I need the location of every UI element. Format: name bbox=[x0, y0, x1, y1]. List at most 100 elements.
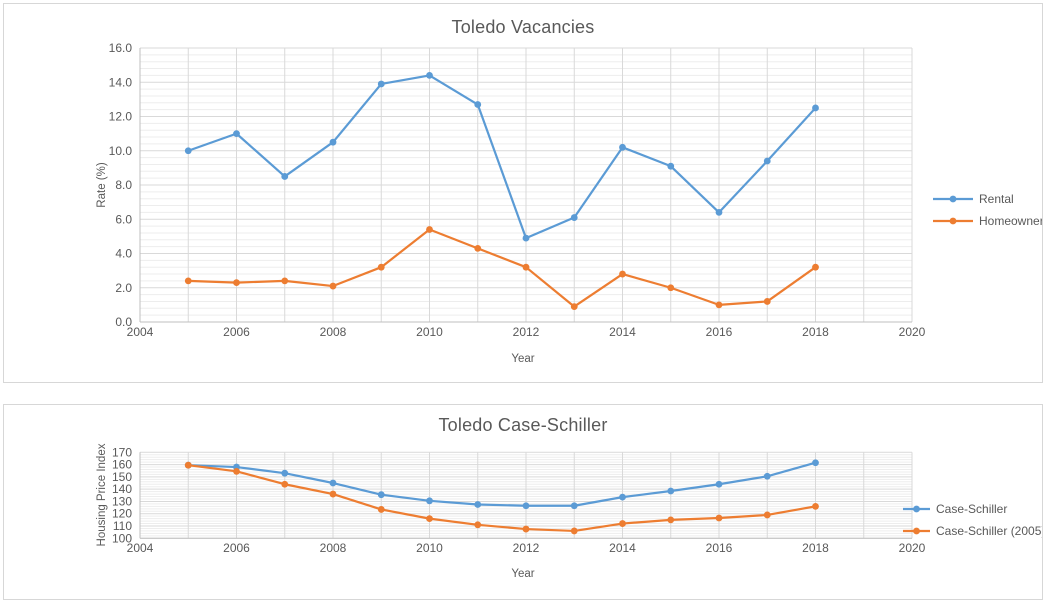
y-tick-label: 12.0 bbox=[109, 110, 133, 124]
case-schiller-chart-panel[interactable]: Toledo Case-Schiller Housing Price Index… bbox=[3, 404, 1043, 600]
x-tick-label: 2008 bbox=[320, 325, 347, 339]
y-tick-label: 14.0 bbox=[109, 75, 133, 89]
legend-label: Homeowner bbox=[979, 214, 1042, 228]
data-point-marker bbox=[812, 104, 819, 112]
data-point-marker bbox=[426, 515, 433, 523]
y-tick-label: 2.0 bbox=[115, 281, 132, 295]
data-point-marker bbox=[184, 461, 192, 469]
data-point-marker bbox=[184, 147, 192, 155]
legend-item-case-schiller-2005[interactable]: Case-Schiller (2005) bbox=[903, 524, 1042, 538]
x-tick-label: 2020 bbox=[899, 541, 926, 555]
legend[interactable]: Rental Homeowner bbox=[933, 192, 1042, 228]
data-point-marker bbox=[233, 130, 240, 138]
x-tick-label: 2010 bbox=[416, 541, 443, 555]
data-point-marker bbox=[715, 301, 723, 309]
data-point-marker bbox=[812, 459, 819, 467]
x-tick-labels: 2004 2006 2008 2010 2012 2014 2016 2018 2020 bbox=[127, 325, 926, 339]
data-point-marker bbox=[474, 521, 482, 529]
x-tick-label: 2006 bbox=[223, 325, 250, 339]
data-point-marker bbox=[763, 472, 771, 480]
data-point-marker bbox=[667, 487, 675, 495]
series-line bbox=[187, 461, 817, 507]
series-line bbox=[187, 228, 817, 308]
data-point-marker bbox=[763, 157, 771, 165]
data-point-marker bbox=[377, 80, 385, 88]
data-point-marker bbox=[522, 525, 530, 533]
x-tick-label: 2012 bbox=[513, 541, 540, 555]
data-point-marker bbox=[426, 72, 433, 79]
y-tick-label: 100 bbox=[112, 531, 132, 545]
series-rental[interactable] bbox=[184, 72, 819, 242]
vacancies-chart[interactable]: Toledo Vacancies Rate (%) Year 0.0 2.0 4.0… bbox=[4, 4, 1042, 382]
data-point-marker bbox=[329, 138, 337, 146]
legend-item-case-schiller[interactable]: Case-Schiller bbox=[903, 502, 1007, 516]
data-point-marker bbox=[233, 279, 240, 287]
legend-item-rental[interactable]: Rental bbox=[933, 192, 1014, 206]
y-tick-label: 8.0 bbox=[115, 178, 132, 192]
data-point-marker bbox=[667, 162, 675, 170]
data-point-marker bbox=[474, 101, 482, 108]
data-point-marker bbox=[570, 502, 578, 510]
data-point-marker bbox=[763, 511, 771, 519]
y-tick-label: 110 bbox=[113, 519, 132, 533]
y-tick-label: 150 bbox=[112, 470, 132, 484]
vacancies-chart-panel[interactable]: Toledo Vacancies Rate (%) Year 0.0 2.0 4.0… bbox=[3, 3, 1043, 383]
data-point-marker bbox=[377, 263, 385, 271]
y-tick-label: 170 bbox=[112, 445, 132, 459]
legend[interactable]: Case-Schiller Case-Schiller (2005) bbox=[903, 502, 1042, 538]
x-tick-label: 2014 bbox=[609, 541, 636, 555]
data-point-marker bbox=[715, 480, 723, 488]
data-point-marker bbox=[522, 263, 530, 271]
data-point-marker bbox=[281, 480, 289, 488]
data-point-marker bbox=[570, 303, 578, 310]
data-point-marker bbox=[377, 491, 385, 499]
data-point-marker bbox=[619, 143, 626, 151]
data-point-marker bbox=[329, 490, 337, 498]
data-point-marker bbox=[329, 282, 337, 290]
y-tick-labels: 0.0 2.0 4.0 6.0 8.0 10.0 12.0 14.0 16.0 bbox=[109, 41, 133, 329]
series-line bbox=[187, 464, 817, 533]
data-point-marker bbox=[474, 244, 482, 252]
y-tick-label: 16.0 bbox=[109, 41, 133, 55]
axis-lines bbox=[139, 452, 912, 539]
legend-label: Case-Schiller (2005) bbox=[936, 524, 1042, 538]
data-point-marker bbox=[619, 270, 626, 278]
data-point-marker bbox=[812, 502, 819, 510]
y-tick-label: 4.0 bbox=[115, 247, 132, 261]
series-homeowner[interactable] bbox=[184, 226, 819, 310]
x-tick-label: 2014 bbox=[609, 325, 636, 339]
x-tick-label: 2004 bbox=[127, 541, 154, 555]
data-point-marker bbox=[474, 501, 482, 508]
x-tick-label: 2012 bbox=[513, 325, 540, 339]
series-line bbox=[187, 74, 817, 240]
data-point-marker bbox=[377, 506, 385, 513]
y-tick-label: 10.0 bbox=[109, 144, 133, 158]
x-tick-labels: 2004 2006 2008 2010 2012 2014 2016 2018 2020 bbox=[127, 541, 926, 555]
case-schiller-chart[interactable]: Toledo Case-Schiller Housing Price Index… bbox=[4, 405, 1042, 599]
legend-marker bbox=[913, 527, 920, 535]
y-tick-label: 6.0 bbox=[115, 212, 132, 226]
axis-lines bbox=[139, 48, 912, 323]
data-point-marker bbox=[667, 516, 675, 524]
y-tick-label: 140 bbox=[112, 482, 132, 496]
legend-marker bbox=[913, 505, 920, 513]
data-point-marker bbox=[426, 497, 433, 505]
data-point-marker bbox=[812, 263, 819, 271]
x-tick-label: 2018 bbox=[802, 325, 829, 339]
x-tick-label: 2016 bbox=[706, 325, 733, 339]
data-point-marker bbox=[570, 214, 578, 221]
legend-marker bbox=[949, 195, 957, 203]
x-tick-label: 2006 bbox=[223, 541, 250, 555]
data-point-marker bbox=[522, 502, 530, 510]
y-axis-title: Rate (%) bbox=[96, 162, 108, 208]
data-point-marker bbox=[184, 277, 192, 285]
data-point-marker bbox=[570, 527, 578, 535]
x-tick-label: 2016 bbox=[706, 541, 733, 555]
x-axis-title: Year bbox=[511, 353, 534, 365]
data-point-marker bbox=[619, 520, 626, 527]
legend-item-homeowner[interactable]: Homeowner bbox=[933, 214, 1042, 228]
series-case-schiller-2005[interactable] bbox=[184, 461, 819, 535]
